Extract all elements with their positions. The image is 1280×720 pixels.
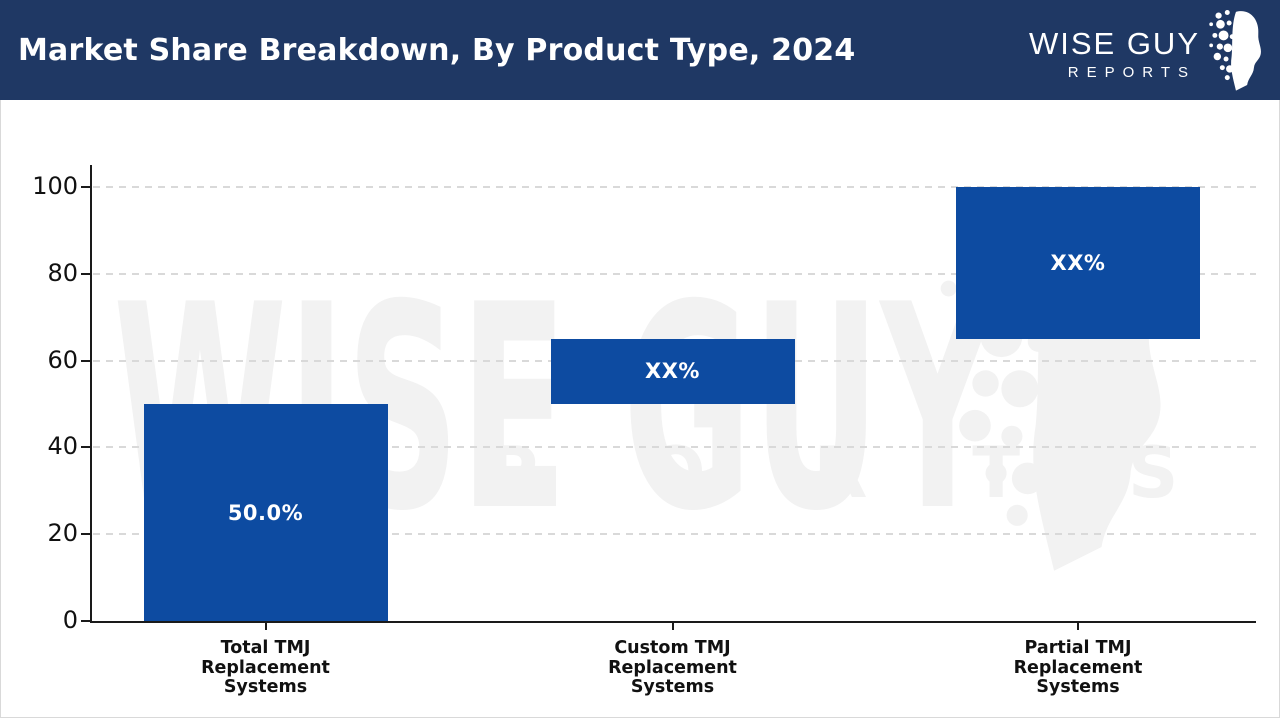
y-axis-tick bbox=[81, 620, 90, 622]
x-axis-tick bbox=[671, 623, 674, 630]
chart-title: Market Share Breakdown, By Product Type,… bbox=[18, 32, 856, 68]
x-category-label: Total TMJ Replacement Systems bbox=[201, 638, 330, 697]
gridline bbox=[93, 186, 1256, 188]
x-category-label: Partial TMJ Replacement Systems bbox=[1013, 638, 1143, 697]
gridline bbox=[93, 446, 1256, 449]
wiseguy-reports-logo: WISE GUY REPORTS bbox=[1018, 0, 1268, 100]
logo-subtitle: REPORTS bbox=[1067, 64, 1196, 81]
waterfall-bar-segment: XX% bbox=[550, 338, 795, 404]
y-axis-tick bbox=[81, 272, 90, 275]
waterfall-bar-segment: XX% bbox=[956, 187, 1200, 339]
y-axis-tick bbox=[81, 533, 90, 536]
y-tick-label: 40 bbox=[47, 432, 78, 461]
y-tick-label: 20 bbox=[47, 519, 78, 548]
y-tick-label: 80 bbox=[47, 258, 78, 287]
x-category-label: Custom TMJ Replacement Systems bbox=[608, 638, 737, 697]
waterfall-bar-segment: 50.0% bbox=[143, 404, 388, 621]
gridline bbox=[93, 533, 1256, 536]
y-axis-spine bbox=[90, 165, 92, 623]
y-axis-tick bbox=[81, 359, 90, 362]
y-axis-tick bbox=[81, 186, 90, 188]
bar-value-label: XX% bbox=[1050, 250, 1106, 275]
x-axis-tick bbox=[1077, 623, 1079, 630]
x-axis-spine bbox=[90, 621, 1256, 623]
bar-value-label: 50.0% bbox=[227, 500, 304, 525]
header-band: Market Share Breakdown, By Product Type,… bbox=[0, 0, 1280, 100]
y-tick-label: 0 bbox=[62, 606, 78, 634]
bar-value-label: XX% bbox=[645, 359, 700, 384]
y-tick-label: 60 bbox=[47, 345, 78, 374]
y-tick-label: 100 bbox=[32, 172, 78, 200]
wiseguy-head-icon bbox=[1209, 10, 1261, 91]
gridline bbox=[93, 272, 1256, 275]
chart-canvas: WISE GUY REPORTS 0 20 40 60 80 100 50.0% Total … bbox=[0, 100, 1280, 718]
y-axis-tick bbox=[81, 446, 90, 449]
x-axis-tick bbox=[264, 623, 267, 630]
logo-wordmark: WISE GUY bbox=[1028, 26, 1200, 61]
